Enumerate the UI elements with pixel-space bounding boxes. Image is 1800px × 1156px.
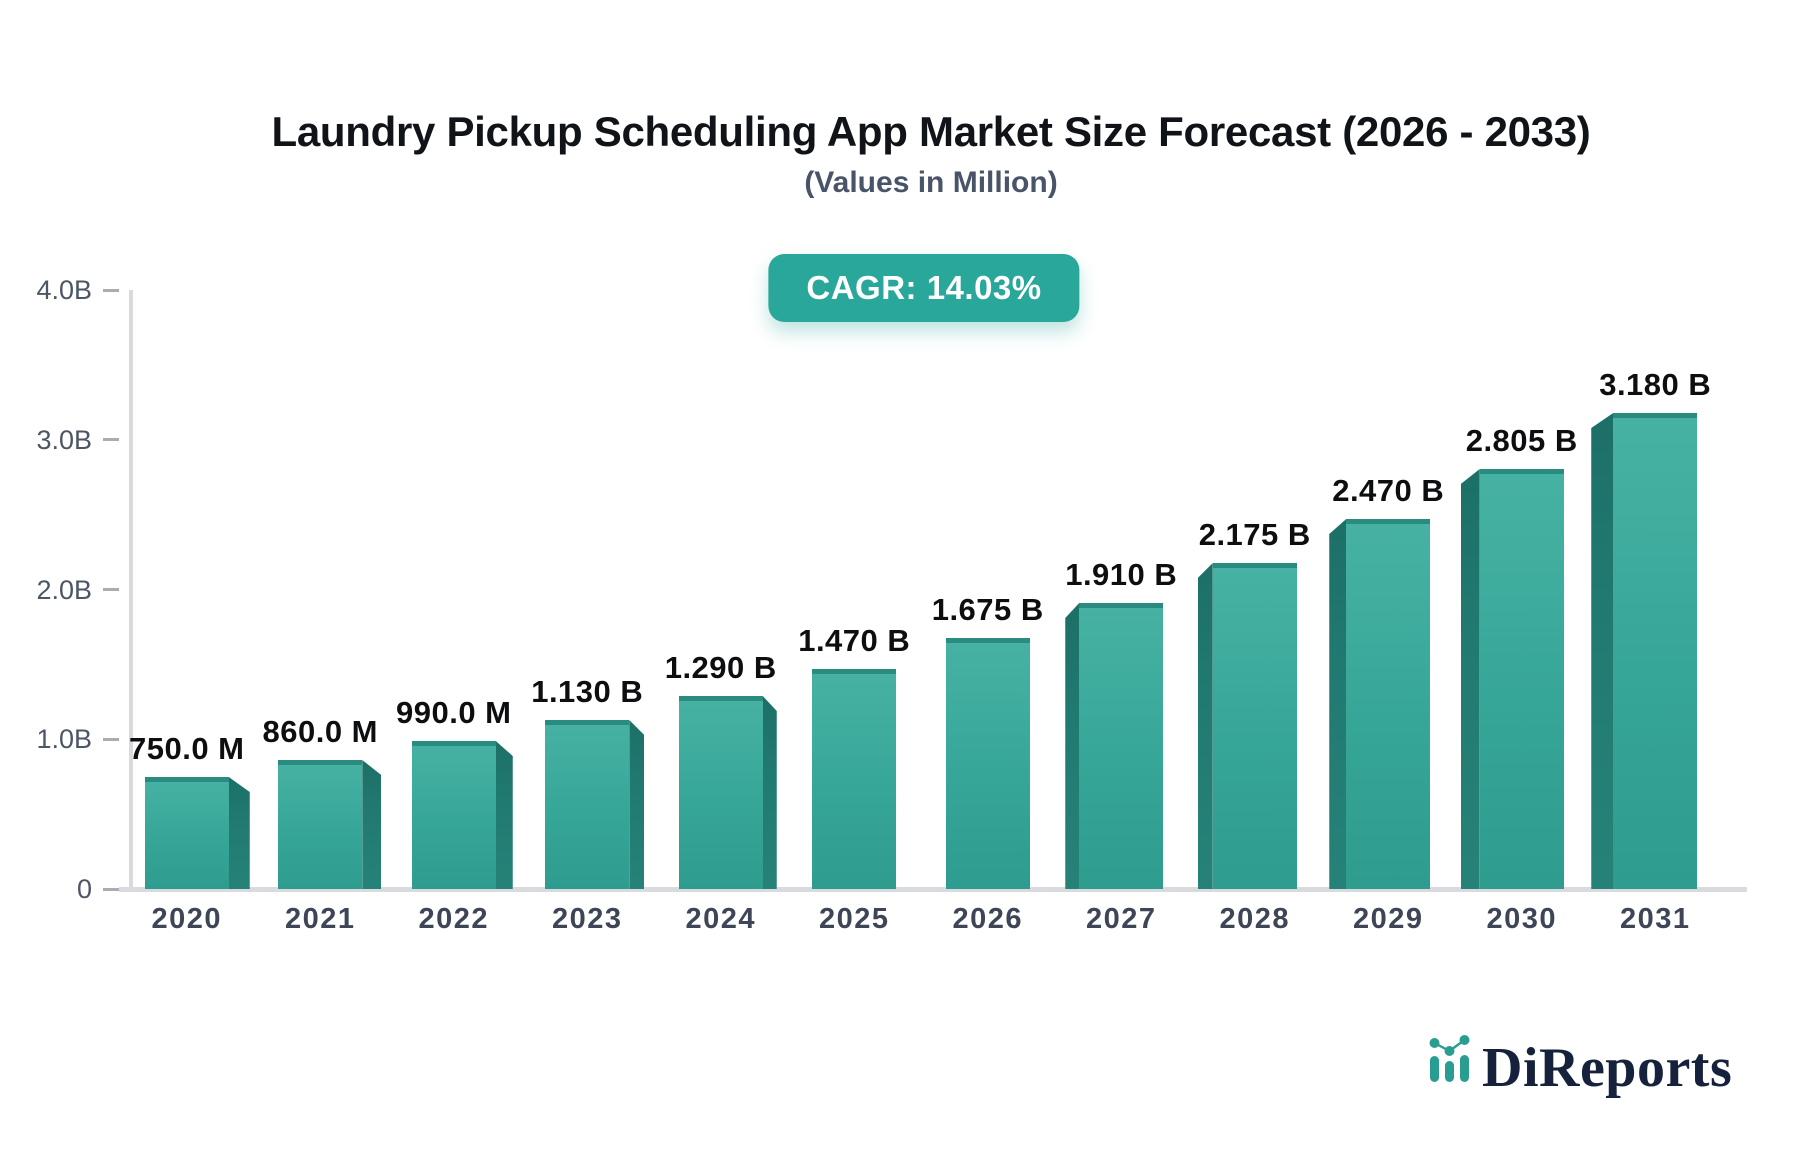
bar-side-face-2022 <box>495 741 513 889</box>
y-axis-tick-label: 3.0B <box>36 424 92 455</box>
x-axis-label-2028: 2028 <box>1219 903 1290 935</box>
bar-value-label-2027: 1.910 B <box>1065 557 1178 592</box>
bar-side-face-2027 <box>1065 603 1080 889</box>
bar-2021[interactable] <box>278 760 363 889</box>
bar-value-label-2030: 2.805 B <box>1465 423 1578 458</box>
bar-2028[interactable] <box>1212 563 1297 889</box>
bar-value-label-2024: 1.290 B <box>664 650 777 685</box>
direports-logo: DiReports <box>1428 1034 1732 1096</box>
bar-side-face-2031 <box>1591 413 1614 889</box>
bar-top-edge <box>411 741 496 746</box>
x-axis-label-2027: 2027 <box>1085 903 1157 935</box>
bar-side-face-2020 <box>228 777 250 889</box>
bar-2030[interactable] <box>1479 469 1564 889</box>
x-axis-line <box>119 887 1747 892</box>
bar-top-edge <box>545 720 630 725</box>
bar-top-edge <box>812 669 897 674</box>
bar-side-face-2024 <box>762 696 777 889</box>
bar-2029[interactable] <box>1346 519 1431 889</box>
bar-value-label-2022: 990.0 M <box>395 695 512 730</box>
bar-2025[interactable] <box>812 669 897 889</box>
bar-top-edge <box>1212 563 1297 568</box>
bar-2026[interactable] <box>945 638 1030 889</box>
bar-value-label-2025: 1.470 B <box>798 623 911 658</box>
bar-2020[interactable] <box>144 777 229 889</box>
bar-value-label-2026: 1.675 B <box>931 592 1044 627</box>
bar-2031[interactable] <box>1613 413 1698 889</box>
bar-value-label-2031: 3.180 B <box>1599 367 1712 402</box>
x-axis-label-2030: 2030 <box>1486 903 1557 935</box>
y-axis-tick-label: 1.0B <box>36 724 92 755</box>
y-axis-tick-mark <box>103 737 119 741</box>
direports-logo-text: DiReports <box>1482 1037 1733 1099</box>
x-axis-label-2025: 2025 <box>818 903 890 935</box>
y-axis-tick-label: 4.0B <box>36 275 92 305</box>
bar-2023[interactable] <box>545 720 630 889</box>
bar-value-label-2020: 750.0 M <box>128 731 245 766</box>
y-axis-tick-mark <box>103 887 119 891</box>
y-axis-tick-mark <box>103 588 119 591</box>
x-axis-label-2023: 2023 <box>551 903 623 935</box>
bar-top-edge <box>945 638 1030 643</box>
bar-side-face-2023 <box>629 720 645 889</box>
x-axis-label-2031: 2031 <box>1619 903 1691 935</box>
chart-title: Laundry Pickup Scheduling App Market Siz… <box>271 108 1591 155</box>
bar-value-label-2029: 2.470 B <box>1332 473 1445 508</box>
bar-top-edge <box>1079 603 1164 608</box>
x-axis-label-2021: 2021 <box>284 903 356 935</box>
y-axis-tick-mark <box>103 288 119 292</box>
bar-side-face-2021 <box>362 760 382 889</box>
bar-top-edge <box>1346 519 1431 524</box>
chart-subtitle: (Values in Million) <box>804 166 1058 199</box>
bar-value-label-2021: 860.0 M <box>262 714 378 749</box>
bar-2024[interactable] <box>678 696 763 889</box>
x-axis-label-2029: 2029 <box>1352 903 1424 935</box>
y-axis-tick-mark <box>103 438 119 442</box>
bar-value-label-2023: 1.130 B <box>531 674 644 709</box>
bar-2022[interactable] <box>411 741 496 889</box>
bar-top-edge <box>278 760 363 765</box>
mini-bar-chart-icon <box>1429 1035 1470 1082</box>
x-axis-label-2022: 2022 <box>418 903 489 935</box>
bar-value-label-2028: 2.175 B <box>1198 517 1311 552</box>
bar-side-face-2030 <box>1460 469 1480 889</box>
y-axis-line <box>129 290 133 891</box>
cagr-badge: CAGR: 14.03% <box>768 254 1080 322</box>
y-axis-tick-label: 2.0B <box>36 574 92 605</box>
bar-top-edge <box>144 777 229 782</box>
bar-side-face-2029 <box>1329 519 1347 889</box>
bar-top-edge <box>1613 413 1698 418</box>
x-axis-label-2026: 2026 <box>952 903 1023 935</box>
bar-2027[interactable] <box>1079 603 1164 889</box>
x-axis-label-2024: 2024 <box>685 903 756 935</box>
y-axis-tick-label: 0 <box>76 874 92 904</box>
bar-top-edge <box>1479 469 1564 474</box>
bar-top-edge <box>678 696 763 701</box>
bar-side-face-2028 <box>1197 563 1213 889</box>
x-axis-label-2020: 2020 <box>151 903 222 935</box>
